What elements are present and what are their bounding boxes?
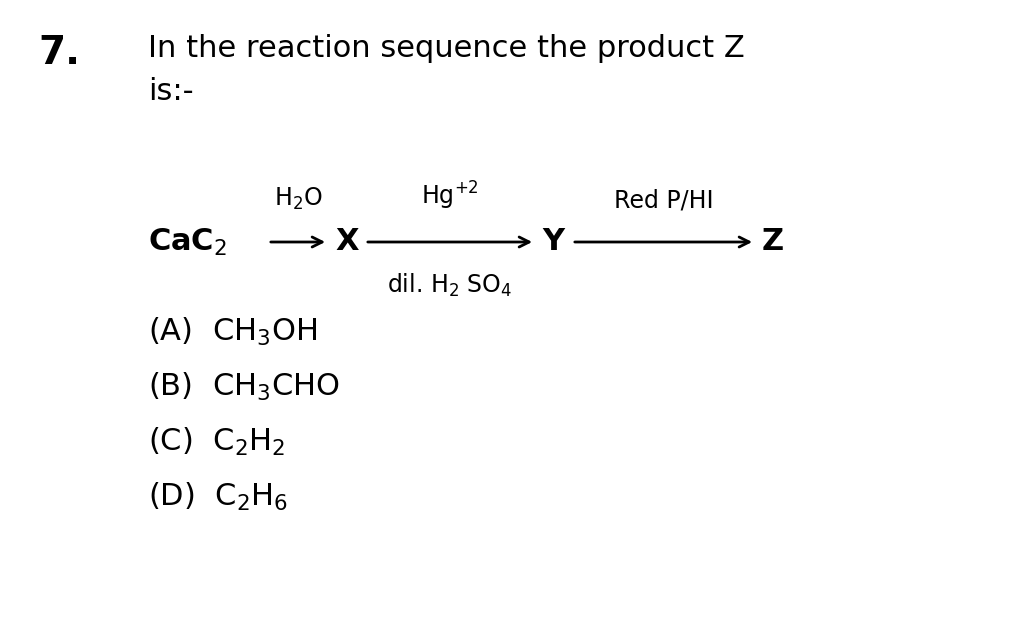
Text: (B)  CH$_3$CHO: (B) CH$_3$CHO (148, 371, 340, 403)
Text: (A)  CH$_3$OH: (A) CH$_3$OH (148, 316, 317, 348)
Text: (D)  C$_2$H$_6$: (D) C$_2$H$_6$ (148, 481, 288, 513)
Text: 7.: 7. (38, 34, 80, 72)
Text: Hg$^{+2}$: Hg$^{+2}$ (421, 179, 479, 212)
Text: H$_2$O: H$_2$O (273, 186, 323, 212)
Text: X: X (335, 228, 358, 257)
Text: CaC$_2$: CaC$_2$ (148, 226, 227, 258)
Text: (C)  C$_2$H$_2$: (C) C$_2$H$_2$ (148, 426, 286, 458)
Text: is:-: is:- (148, 77, 194, 106)
Text: Z: Z (762, 228, 784, 257)
Text: Y: Y (542, 228, 564, 257)
Text: In the reaction sequence the product Z: In the reaction sequence the product Z (148, 34, 744, 63)
Text: dil. H$_2$ SO$_4$: dil. H$_2$ SO$_4$ (387, 272, 513, 299)
Text: Red P/HI: Red P/HI (613, 188, 714, 212)
